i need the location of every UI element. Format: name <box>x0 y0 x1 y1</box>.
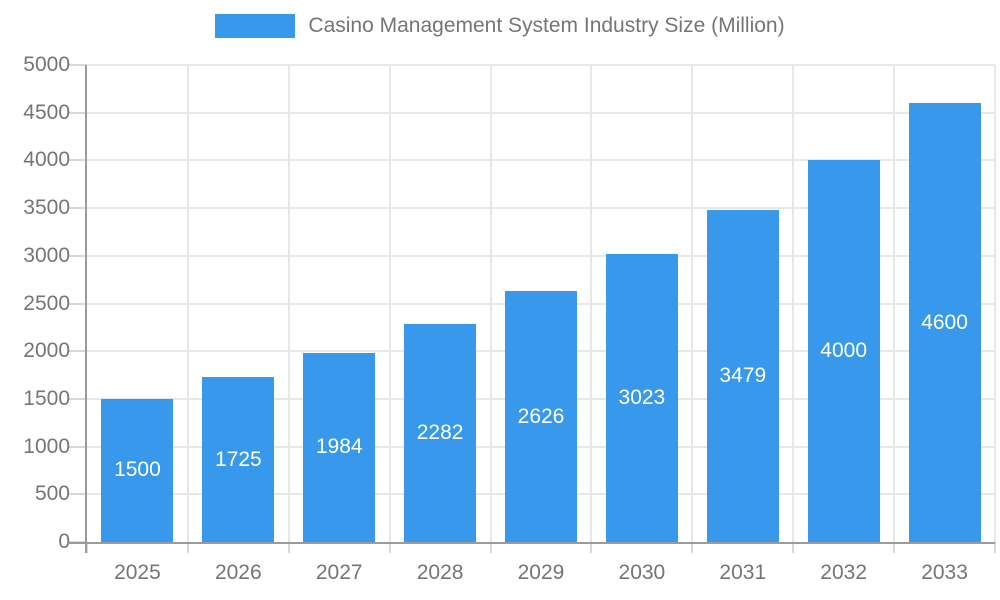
y-gridline <box>87 159 995 162</box>
y-axis-tick-label: 3000 <box>23 243 70 267</box>
bar: 4600 <box>908 103 981 542</box>
y-gridline <box>87 64 995 66</box>
legend-label: Casino Management System Industry Size (… <box>308 14 785 37</box>
y-tick <box>68 302 87 305</box>
x-gridline <box>691 65 694 542</box>
bar: 1984 <box>303 352 376 542</box>
bar-value-label: 1984 <box>315 435 363 459</box>
bar-value-label: 1725 <box>214 447 262 471</box>
x-axis-tick-label: 2033 <box>921 561 968 584</box>
x-axis-line <box>68 542 995 544</box>
bar-value-label: 3479 <box>719 364 767 388</box>
y-tick <box>68 445 87 448</box>
x-gridline <box>287 65 290 542</box>
x-tick <box>287 542 290 553</box>
y-tick <box>68 397 87 400</box>
bar-value-label: 2626 <box>517 404 565 428</box>
x-tick <box>86 542 88 553</box>
x-axis-tick-label: 2027 <box>315 561 363 584</box>
y-axis-tick-label: 500 <box>34 482 70 506</box>
x-tick <box>388 542 391 553</box>
y-tick <box>68 350 87 353</box>
bar: 2282 <box>404 324 477 542</box>
y-gridline <box>87 111 995 114</box>
x-gridline <box>186 65 189 542</box>
y-tick <box>68 493 87 496</box>
x-gridline <box>388 65 391 542</box>
y-axis-tick-label: 1500 <box>23 386 70 410</box>
y-axis-tick-label: 2500 <box>23 291 70 315</box>
bar: 1500 <box>101 398 174 542</box>
x-gridline <box>893 65 896 542</box>
bar-value-label: 3023 <box>618 385 666 409</box>
y-tick <box>68 207 87 210</box>
x-gridline <box>590 65 593 542</box>
x-axis-tick-label: 2030 <box>618 561 666 584</box>
y-axis-tick-label: 4500 <box>23 100 70 124</box>
x-tick <box>893 542 896 553</box>
x-axis-tick-label: 2029 <box>517 561 565 584</box>
y-axis-tick-label: 1000 <box>23 434 70 458</box>
x-tick <box>691 542 694 553</box>
y-gridline <box>87 254 995 257</box>
bar-value-label: 2282 <box>416 421 464 445</box>
x-gridline <box>994 65 996 542</box>
bar: 4000 <box>807 160 880 542</box>
bar-value-label: 1500 <box>114 458 161 482</box>
bar: 2626 <box>505 291 577 542</box>
x-gridline <box>792 65 795 542</box>
legend-item[interactable]: Casino Management System Industry Size (… <box>215 14 785 38</box>
x-axis-tick-label: 2031 <box>719 561 767 584</box>
x-tick <box>186 542 189 553</box>
y-tick <box>68 254 87 257</box>
legend: Casino Management System Industry Size (… <box>0 14 1000 38</box>
y-axis-tick-label: 0 <box>58 530 70 553</box>
bar: 1725 <box>202 377 275 542</box>
x-axis-tick-label: 2028 <box>416 561 464 584</box>
y-axis-tick-label: 2000 <box>23 339 70 363</box>
y-axis-line <box>85 65 87 553</box>
x-tick <box>489 542 492 553</box>
y-axis-tick-label: 4000 <box>23 148 70 172</box>
x-axis-tick-label: 2025 <box>114 561 161 584</box>
bar-value-label: 4600 <box>921 310 968 334</box>
x-tick <box>792 542 795 553</box>
bar: 3023 <box>605 253 678 542</box>
y-tick <box>68 159 87 162</box>
y-axis-tick-label: 5000 <box>23 53 70 76</box>
legend-swatch-icon <box>215 14 296 38</box>
y-tick <box>68 111 87 114</box>
x-axis-tick-label: 2032 <box>820 561 868 584</box>
x-tick <box>994 542 996 553</box>
x-axis-tick-label: 2026 <box>214 561 262 584</box>
x-tick <box>590 542 593 553</box>
bar-value-label: 4000 <box>820 339 868 363</box>
bar: 3479 <box>706 210 779 542</box>
y-tick <box>68 64 87 66</box>
x-gridline <box>489 65 492 542</box>
y-axis-tick-label: 3500 <box>23 196 70 220</box>
y-gridline <box>87 207 995 210</box>
